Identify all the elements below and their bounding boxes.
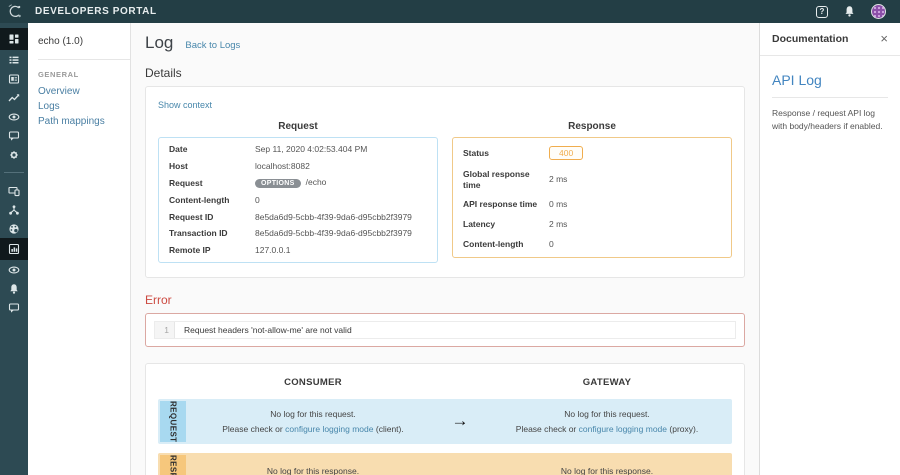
rail-item-analytics[interactable] [0, 238, 28, 260]
table-row: Host localhost:8082 [169, 160, 310, 171]
table-row: Global response time 2 ms [463, 169, 568, 190]
request-flow-row: REQUEST No log for this request. Please … [158, 398, 732, 444]
documentation-panel: Documentation × API Log Response / reque… [759, 23, 900, 475]
close-icon[interactable]: × [880, 31, 888, 46]
rail-item-apis[interactable] [0, 69, 28, 88]
documentation-title: Documentation [772, 33, 849, 45]
table-row: Remote IP 127.0.0.1 [169, 244, 291, 255]
rail-item-list[interactable] [0, 50, 28, 69]
rail-item-messages-2[interactable] [0, 298, 28, 317]
doc-divider [772, 97, 888, 98]
response-row-label: RESPONSE [160, 454, 186, 475]
error-code-box: 1 Request headers 'not-allow-me' are not… [154, 320, 736, 339]
error-card: 1 Request headers 'not-allow-me' are not… [145, 312, 745, 347]
arrow-right-icon: → [451, 411, 469, 431]
request-row-label: REQUEST [160, 400, 186, 442]
error-heading: Error [145, 292, 172, 307]
devices-icon [8, 185, 20, 197]
gear-icon [8, 149, 20, 161]
chat-bubble-icon [8, 302, 20, 314]
sidebar-section-label: GENERAL [38, 70, 79, 79]
request-path: /echo [305, 177, 327, 188]
rail-item-trend[interactable] [0, 88, 28, 107]
page-title: Log [145, 33, 174, 52]
rail-item-dashboard[interactable] [0, 28, 28, 50]
consumer-response-cell: No log for this response. Please check o… [266, 466, 360, 475]
consumer-request-cell: No log for this request. Please check or… [222, 408, 404, 434]
traffic-card: CONSUMER GATEWAY REQUEST No log for this… [145, 362, 745, 475]
rail-item-eye-2[interactable] [0, 260, 28, 279]
consumer-header: CONSUMER [284, 376, 342, 388]
request-table: Date Sep 11, 2020 4:02:53.404 PM Host lo… [158, 137, 438, 263]
sidebar-item-overview[interactable]: Overview [38, 86, 80, 97]
eye-icon [8, 264, 20, 276]
table-row: Status 400 [453, 141, 731, 165]
palette-icon [8, 223, 20, 235]
configure-logging-mode-link[interactable]: configure logging mode [578, 423, 668, 434]
icon-rail [0, 23, 28, 475]
response-title: Response [568, 121, 616, 132]
gateway-header: GATEWAY [582, 376, 632, 388]
sidebar-divider [38, 59, 130, 60]
main-content: Log Back to Logs Details Show context Re… [131, 23, 759, 475]
bar-chart-icon [8, 243, 20, 255]
table-row: API response time 0 ms [463, 199, 568, 210]
table-row: Content-length 0 [169, 195, 260, 205]
configure-logging-mode-link[interactable]: configure logging mode [285, 423, 374, 434]
help-icon[interactable]: ? [816, 5, 828, 18]
api-sidebar: echo (1.0) GENERAL Overview Logs Path ma… [28, 23, 131, 475]
gravitee-logo-icon[interactable] [0, 0, 28, 23]
gateway-request-cell: No log for this request. Please check or… [515, 408, 699, 434]
table-row: Date Sep 11, 2020 4:02:53.404 PM [169, 144, 368, 154]
user-avatar[interactable] [871, 4, 886, 19]
rail-item-alerts[interactable] [0, 279, 28, 298]
api-card-icon [8, 73, 20, 85]
notifications-bell-icon[interactable] [843, 5, 856, 18]
sidebar-item-logs[interactable]: Logs [38, 101, 60, 112]
chat-bubble-icon [8, 130, 20, 142]
table-row: Request OPTIONS/echo [169, 177, 327, 189]
doc-article-title: API Log [772, 72, 822, 88]
response-flow-row: RESPONSE No log for this response. Pleas… [158, 452, 732, 475]
table-row: Transaction ID 8e5da6d9-5cbb-4f39-9da6-d… [169, 228, 412, 239]
sidebar-item-path-mappings[interactable]: Path mappings [38, 116, 105, 127]
arrow-left-icon: ← [438, 453, 482, 475]
list-icon [8, 54, 20, 66]
request-column: Request Date Sep 11, 2020 4:02:53.404 PM… [158, 121, 438, 263]
show-context-link[interactable]: Show context [158, 100, 213, 110]
request-title: Request [278, 121, 318, 132]
error-message: Request headers 'not-allow-me' are not v… [184, 324, 352, 335]
portal-title: DEVELOPERS PORTAL [35, 6, 157, 17]
rail-divider [4, 172, 24, 173]
rail-item-theme[interactable] [0, 219, 28, 238]
trend-chart-icon [8, 92, 20, 104]
rail-item-messages[interactable] [0, 126, 28, 145]
http-method-badge: OPTIONS [255, 179, 301, 189]
line-number: 1 [155, 321, 175, 338]
gateway-response-cell: No log for this response. Please check o… [560, 466, 654, 475]
doc-article-body: Response / request API log with body/hea… [772, 108, 883, 132]
table-row: Content-length 0 [463, 238, 554, 249]
dashboard-icon [8, 33, 20, 45]
details-card: Show context Request Date Sep 11, 2020 4… [145, 86, 745, 278]
share-node-icon [8, 204, 20, 216]
rail-item-devices[interactable] [0, 181, 28, 200]
response-table: Status 400 Global response time 2 ms API… [452, 137, 732, 258]
status-badge: 400 [549, 145, 584, 161]
table-row: Latency 2 ms [463, 219, 568, 229]
api-name: echo (1.0) [38, 36, 84, 47]
rail-item-settings[interactable] [0, 145, 28, 164]
details-heading: Details [145, 66, 182, 80]
eye-icon [8, 111, 20, 123]
rail-item-eye[interactable] [0, 107, 28, 126]
top-bar: DEVELOPERS PORTAL ? [0, 0, 900, 23]
rail-item-share[interactable] [0, 200, 28, 219]
bell-icon [8, 283, 20, 295]
table-row: Request ID 8e5da6d9-5cbb-4f39-9da6-d95cb… [169, 211, 412, 222]
back-to-logs-link[interactable]: Back to Logs [185, 40, 241, 51]
response-column: Response Status 400 Global response time… [452, 121, 732, 258]
